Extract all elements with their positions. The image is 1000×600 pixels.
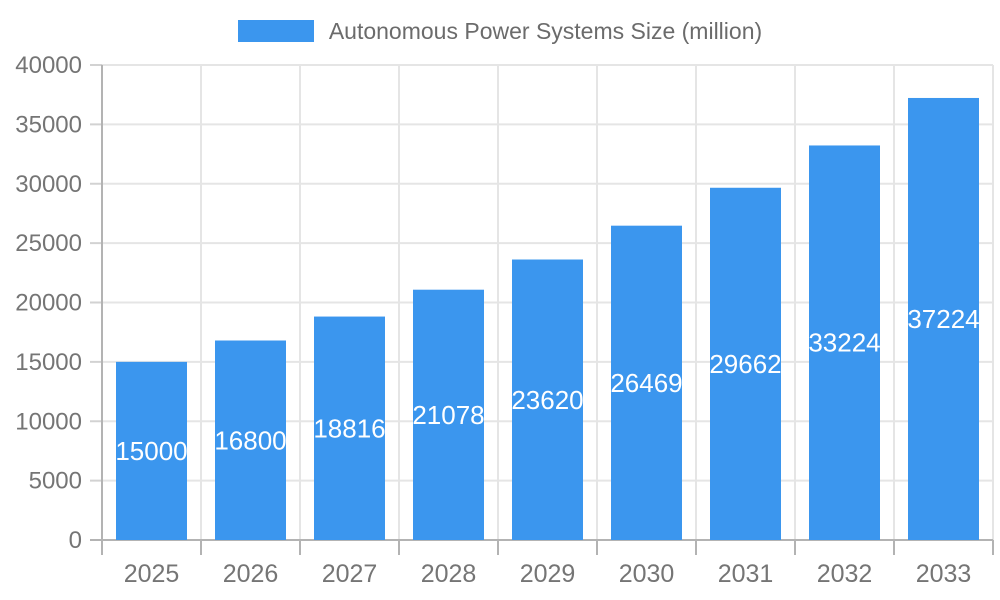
legend-label: Autonomous Power Systems Size (million) (328, 17, 763, 44)
x-axis-tick-label: 2033 (916, 560, 972, 588)
y-axis-tick-label: 15000 (15, 349, 82, 376)
x-axis-tick-label: 2025 (124, 560, 180, 588)
x-axis-tick-label: 2030 (619, 560, 675, 588)
y-axis-tick-label: 0 (69, 527, 82, 554)
y-axis-tick-label: 30000 (15, 171, 82, 198)
x-axis-tick-label: 2028 (421, 560, 477, 588)
bar-2025[interactable] (116, 361, 187, 540)
bar-2033[interactable] (908, 97, 979, 540)
x-axis-tick-label: 2026 (223, 560, 279, 588)
y-axis-tick-label: 10000 (15, 408, 82, 435)
bar-2028[interactable] (413, 289, 484, 540)
bar-value-label: 33224 (808, 328, 880, 358)
y-axis-tick-label: 25000 (15, 230, 82, 257)
legend-swatch (237, 20, 314, 42)
bar-2030[interactable] (611, 225, 682, 541)
y-axis-tick-label: 35000 (15, 111, 82, 138)
bar-value-label: 23620 (511, 385, 583, 415)
bar-value-label: 21078 (412, 400, 484, 430)
bar-value-label: 37224 (907, 304, 979, 334)
bar-value-label: 15000 (115, 436, 187, 466)
bar-value-label: 16800 (214, 425, 286, 455)
bar-2027[interactable] (314, 316, 385, 540)
bar-value-label: 29662 (709, 349, 781, 379)
x-axis-tick-label: 2029 (520, 560, 576, 588)
y-axis-tick-label: 40000 (15, 52, 82, 79)
chart-legend[interactable]: Autonomous Power Systems Size (million) (0, 14, 1000, 48)
bar-2026[interactable] (215, 340, 286, 541)
x-axis-tick-label: 2031 (718, 560, 774, 588)
bar-2032[interactable] (809, 145, 880, 540)
y-axis-tick-label: 20000 (15, 290, 82, 317)
bar-2031[interactable] (710, 187, 781, 541)
bar-value-label: 18816 (313, 413, 385, 443)
x-axis-tick-label: 2027 (322, 560, 378, 588)
bar-2029[interactable] (512, 259, 583, 540)
bar-value-label: 26469 (610, 368, 682, 398)
y-axis-tick-label: 5000 (29, 468, 82, 495)
x-axis-tick-label: 2032 (817, 560, 873, 588)
